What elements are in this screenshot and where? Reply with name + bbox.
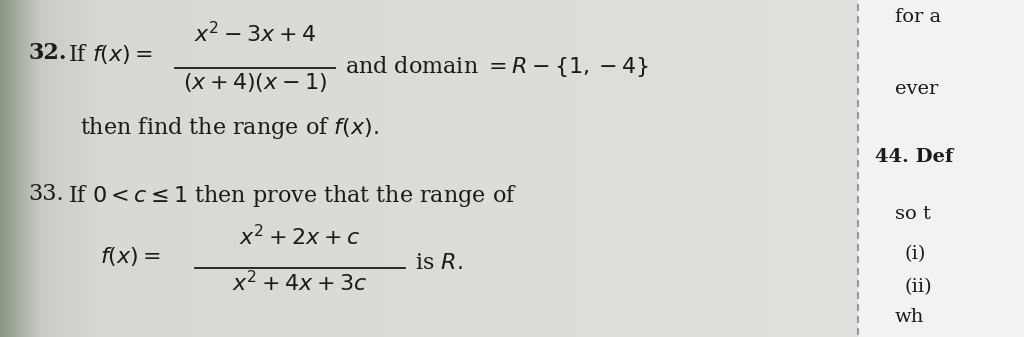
Text: 33.: 33. — [28, 183, 63, 205]
Text: $x^2-3x+4$: $x^2-3x+4$ — [194, 22, 316, 47]
Text: ever: ever — [895, 80, 938, 98]
Text: wh: wh — [895, 308, 925, 326]
Text: $x^2+2x+c$: $x^2+2x+c$ — [240, 225, 360, 250]
Text: If $f(x)=$: If $f(x)=$ — [68, 42, 153, 66]
Text: so t: so t — [895, 205, 931, 223]
Bar — [858, 0, 1024, 337]
Text: $(x+4)(x-1)$: $(x+4)(x-1)$ — [183, 71, 327, 94]
Text: (i): (i) — [905, 245, 927, 263]
Text: If $0<c\leq 1$ then prove that the range of: If $0<c\leq 1$ then prove that the range… — [68, 183, 517, 209]
Text: $f(x)=$: $f(x)=$ — [100, 245, 161, 268]
Text: is $R.$: is $R.$ — [415, 252, 463, 274]
Text: 44. Def: 44. Def — [874, 148, 953, 166]
Text: (ii): (ii) — [905, 278, 933, 296]
Text: for a: for a — [895, 8, 941, 26]
Text: 32.: 32. — [28, 42, 67, 64]
Text: and domain $= R-\{1,-4\}$: and domain $= R-\{1,-4\}$ — [345, 54, 649, 79]
Text: then find the range of $f(x).$: then find the range of $f(x).$ — [80, 115, 379, 141]
Text: $x^2+4x+3c$: $x^2+4x+3c$ — [232, 271, 368, 296]
